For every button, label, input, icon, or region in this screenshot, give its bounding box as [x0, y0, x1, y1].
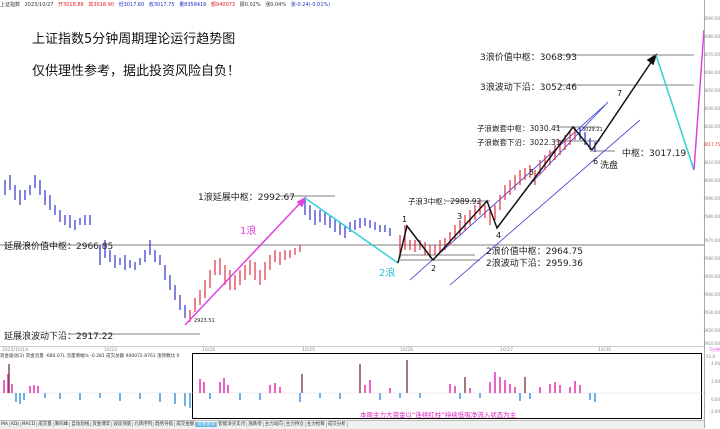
sub-tick: -2.00: [709, 409, 720, 414]
center-label: 中枢：3017.19: [622, 149, 687, 159]
sub-indicator-header: 资金驱动(2) 资金流量 -680.07L 流量增幅% -0.281 成交总额 …: [0, 354, 180, 359]
quote-date: 2023/10/27: [24, 2, 54, 8]
tab-kdj[interactable]: KDJ: [9, 422, 21, 427]
open-price: 开3018.86: [58, 2, 84, 8]
wash-label: 洗盘: [600, 161, 619, 171]
date-tick: 10/25: [302, 348, 315, 353]
tab-limit[interactable]: 涨跌停: [247, 422, 264, 427]
wave-num-5: 5: [529, 168, 535, 177]
tab-macd[interactable]: MACD: [20, 422, 38, 427]
sub-nest-lower-label: 子浪嵌套下沿：3022.31: [477, 138, 561, 147]
wave3-lower-label: 3浪波动下沿：3052.46: [480, 83, 577, 93]
wave-num-3: 3: [457, 212, 463, 221]
sub-tick: 2.00: [711, 379, 720, 384]
ext-lower-label: 延展浪波动下沿：2917.22: [4, 332, 114, 342]
date-tick: 10/26: [400, 348, 413, 353]
turnover: 涨0.04%: [265, 2, 287, 8]
date-axis: 2023/10/19 10/23 10/24 10/25 10/26 10/27…: [0, 346, 704, 355]
price-tick: 3010.00: [703, 160, 720, 165]
tab-autoline[interactable]: 自动划线: [70, 422, 92, 427]
date-tick: 10/30: [598, 348, 611, 353]
sub-nest-center-label: 子浪嵌套中枢：3030.41: [477, 124, 561, 133]
volume: 量8358416: [179, 2, 207, 8]
period-label[interactable]: 5分钟: [709, 347, 720, 352]
price-tick: 2930.00: [703, 310, 720, 315]
low-point-label: 2923.51: [194, 318, 215, 324]
symbol-name: 上证指数: [0, 2, 21, 8]
current-price-tick: 3017.75: [703, 142, 720, 147]
amount: 额940073: [211, 2, 236, 8]
tab-volume[interactable]: 成交量: [37, 422, 54, 427]
tab-chip[interactable]: 筹码峰: [53, 422, 71, 427]
wave-num-1: 1: [402, 215, 408, 224]
amplitude: 振0.02%: [239, 2, 261, 8]
sub-scale-label: X1.0: [706, 354, 716, 359]
tab-fund-drive[interactable]: 资金驱动: [196, 422, 218, 427]
price-tick: 2960.00: [703, 256, 720, 261]
price-tick: 2950.00: [703, 274, 720, 279]
highlight-box: [192, 353, 702, 419]
low-price: 低3017.60: [118, 2, 145, 8]
wave3-center-label: 3浪价值中枢：3068.93: [480, 53, 577, 63]
wave-num-6: 6: [593, 157, 599, 166]
price-tick: 3000.00: [703, 178, 720, 183]
date-tick: 10/24: [202, 348, 215, 353]
high-price: 高3018.90: [88, 2, 114, 8]
sub-tick: 4.00: [711, 361, 720, 366]
tab-nine[interactable]: 九转序列: [133, 422, 155, 427]
tab-deal[interactable]: 成交分析: [326, 422, 348, 427]
fund-flow-note: 本周主力大资金以“连续红柱”持续低吸净流入状态为主: [360, 411, 517, 419]
price-tick: 3070.00: [703, 52, 720, 57]
change: 涨-0.24(-0.01%): [290, 2, 331, 8]
price-tick: 3040.00: [703, 106, 720, 111]
tab-band[interactable]: 波段顶底: [112, 422, 134, 427]
date-tick: 2023/10/19: [2, 348, 28, 353]
date-tick: 10/27: [500, 348, 513, 353]
quote-bar: 上证指数 2023/10/27 开3018.86 高3018.90 低3017.…: [0, 0, 720, 10]
wave1-center-label: 1浪延展中枢：2992.67: [198, 193, 295, 203]
sub-tick: 0.00: [711, 397, 720, 402]
wave2-lower-label: 2浪波动下沿：2959.36: [486, 259, 583, 269]
price-tick: 3090.00: [703, 16, 720, 21]
price-axis: 3090.00 3080.00 3070.00 3060.00 3050.00 …: [703, 0, 720, 428]
fund-flow-chart[interactable]: [0, 352, 704, 418]
close-price: 收3017.75: [148, 2, 175, 8]
tab-main-move[interactable]: 主力动向: [263, 422, 285, 427]
tab-smart[interactable]: 智能净买卖点: [217, 422, 248, 427]
wave2-center-label: 2浪价值中枢：2964.75: [486, 247, 583, 257]
price-tick: 2970.00: [703, 238, 720, 243]
peak-point-label: 3029.21: [582, 127, 603, 133]
disclaimer: 仅供理性参考，据此投资风险自负！: [32, 64, 241, 79]
date-tick: 10/23: [104, 348, 117, 353]
tab-ma[interactable]: MA: [0, 422, 10, 427]
tab-main-grab[interactable]: 主力抢筹: [305, 422, 327, 427]
tab-trend[interactable]: 趋势导航: [154, 422, 176, 427]
tab-fund-game[interactable]: 资金博弈: [91, 422, 113, 427]
ext-center-label: 延展浪价值中枢：2966.85: [4, 242, 114, 252]
price-tick: 2910.00: [703, 341, 720, 346]
wave-num-7: 7: [617, 89, 623, 98]
wave-num-4: 4: [496, 231, 502, 240]
price-tick: 2980.00: [703, 214, 720, 219]
tab-main-hold[interactable]: 主力持仓: [284, 422, 306, 427]
price-tick: 3080.00: [703, 34, 720, 39]
price-tick: 3030.00: [703, 124, 720, 129]
price-tick: 3050.00: [703, 88, 720, 93]
price-tick: 2940.00: [703, 292, 720, 297]
price-chart[interactable]: [0, 10, 704, 346]
price-tick: 3060.00: [703, 70, 720, 75]
indicator-tabs: MA KDJ MACD 成交量 筹码峰 自动划线 资金博弈 波段顶底 九转序列 趋势导航 成交金额资…: [0, 420, 704, 429]
wave2-label: 2浪: [379, 268, 396, 279]
tab-amount[interactable]: 成交金额: [175, 422, 197, 427]
price-tick: 2990.00: [703, 196, 720, 201]
chart-title: 上证指数5分钟周期理论运行趋势图: [32, 32, 236, 47]
wave1-label: 1浪: [240, 226, 257, 237]
sub3-center-label: 子浪3中枢：2989.92: [408, 197, 482, 206]
wave-num-2: 2: [431, 264, 437, 273]
price-tick: 2920.00: [703, 328, 720, 333]
